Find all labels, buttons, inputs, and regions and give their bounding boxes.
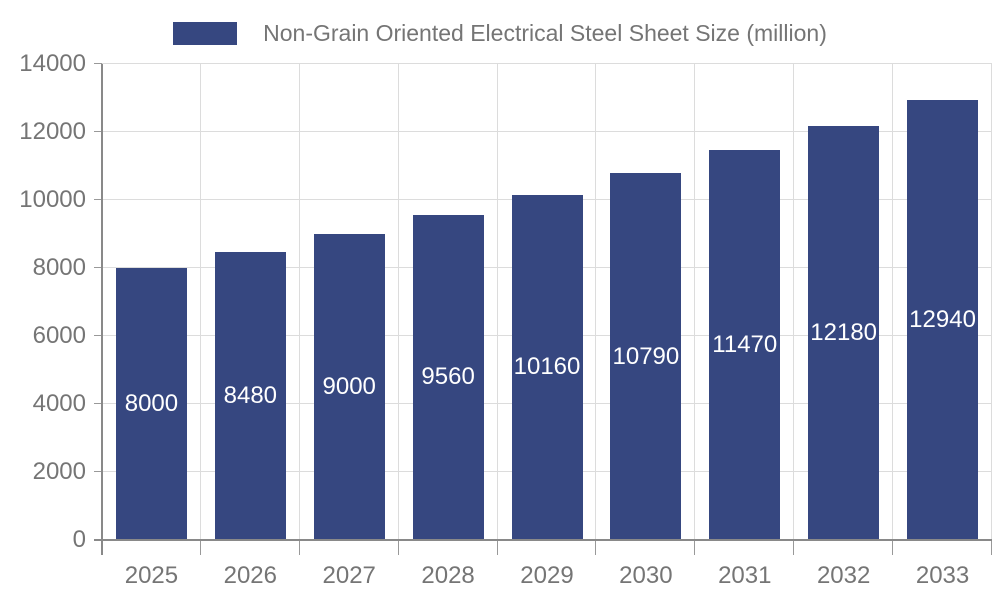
legend-swatch <box>173 21 238 45</box>
bar-value-label: 8000 <box>124 390 179 417</box>
bar-value-label: 8480 <box>223 381 278 409</box>
x-axis-tick <box>397 540 399 555</box>
bar-value-label: 9560 <box>421 363 475 391</box>
x-axis-tick <box>991 540 992 555</box>
y-axis-tick-label: 8000 <box>32 254 86 281</box>
y-axis-tick <box>94 403 102 404</box>
gridline-vertical <box>793 64 795 540</box>
y-axis-tick-label: 0 <box>72 526 86 553</box>
gridline-vertical <box>595 64 597 540</box>
y-axis-tick <box>94 131 102 132</box>
gridline-horizontal <box>102 63 992 64</box>
bar-value-label: 12940 <box>909 306 976 334</box>
y-axis-tick-label: 10000 <box>19 186 86 213</box>
x-axis-tick <box>496 540 498 555</box>
legend-label: Non-Grain Oriented Electrical Steel Shee… <box>263 20 827 46</box>
bar[interactable] <box>412 214 484 540</box>
x-axis-tick-label: 2030 <box>619 562 673 589</box>
x-axis-tick-label: 2026 <box>223 562 277 589</box>
y-axis-tick <box>94 335 102 336</box>
bar-value-label: 11470 <box>712 331 778 358</box>
y-axis-tick <box>94 267 102 268</box>
gridline-vertical <box>694 64 696 540</box>
gridline-horizontal <box>102 131 992 132</box>
bar[interactable] <box>709 150 781 540</box>
legend-item[interactable]: Non-Grain Oriented Electrical Steel Shee… <box>173 20 827 46</box>
x-axis-tick-label: 2031 <box>718 562 772 589</box>
bar[interactable] <box>610 173 682 540</box>
bar-value-label: 12180 <box>810 318 878 346</box>
y-axis-tick-label: 2000 <box>32 458 86 485</box>
y-axis-tick <box>94 471 102 472</box>
x-axis-tick-label: 2027 <box>322 562 376 589</box>
y-axis-tick-label: 12000 <box>19 118 86 145</box>
gridline-vertical <box>991 64 992 540</box>
x-axis-tick <box>694 540 696 555</box>
bar-value-label: 10790 <box>612 342 680 370</box>
y-axis-tick <box>94 63 102 64</box>
y-axis-tick <box>94 199 102 200</box>
bar[interactable] <box>808 125 880 540</box>
x-axis-tick-label: 2028 <box>421 562 475 589</box>
bar[interactable] <box>907 100 979 540</box>
bar-value-label: 10160 <box>513 353 581 381</box>
x-axis-tick-label: 2029 <box>520 562 574 589</box>
x-axis-tick-label: 2033 <box>915 562 970 589</box>
x-axis-tick <box>793 540 795 555</box>
y-axis-line <box>101 64 103 555</box>
x-axis-tick <box>892 540 894 555</box>
x-axis-tick <box>199 540 201 555</box>
bar[interactable] <box>511 194 583 540</box>
x-axis-tick <box>298 540 300 555</box>
y-axis-tick-label: 14000 <box>19 50 86 77</box>
gridline-vertical <box>298 64 300 540</box>
bar-value-label: 9000 <box>322 373 376 400</box>
x-axis-tick <box>595 540 597 555</box>
gridline-vertical <box>397 64 399 540</box>
gridline-vertical <box>892 64 894 540</box>
gridline-vertical <box>496 64 498 540</box>
bar[interactable] <box>313 234 385 540</box>
bar[interactable] <box>115 268 187 540</box>
gridline-vertical <box>199 64 201 540</box>
bar[interactable] <box>214 251 286 540</box>
x-axis-tick-label: 2032 <box>816 562 871 589</box>
y-axis-tick-label: 4000 <box>32 390 86 417</box>
x-axis-line <box>94 539 992 541</box>
y-axis-tick-label: 6000 <box>32 322 86 349</box>
legend: Non-Grain Oriented Electrical Steel Shee… <box>0 20 1000 46</box>
x-axis-tick-label: 2025 <box>124 562 179 589</box>
